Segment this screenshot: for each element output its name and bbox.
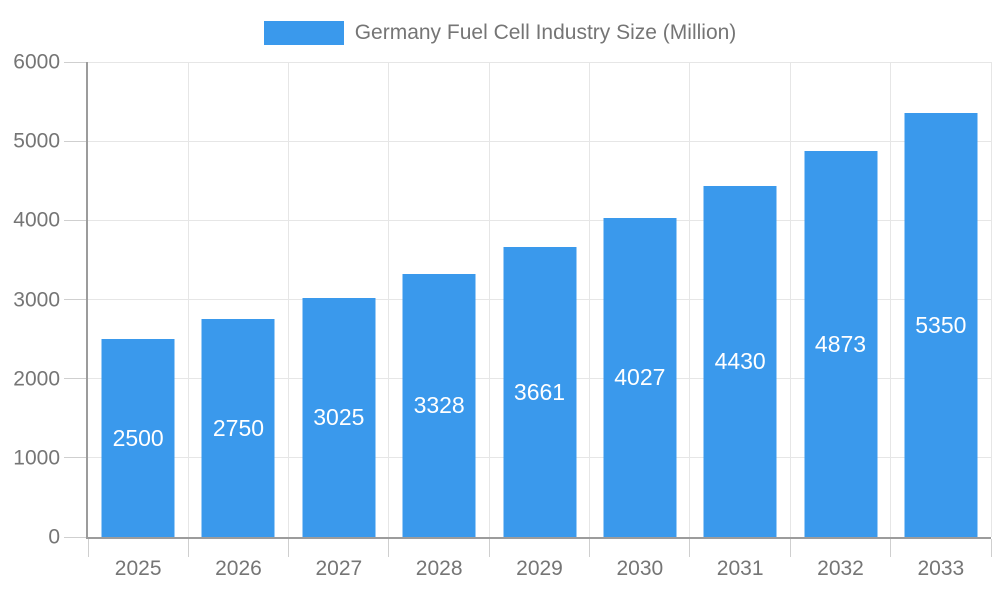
y-axis-label: 5000 [13,129,60,153]
y-tick-mark [64,61,86,63]
x-axis-label: 2026 [215,557,262,580]
bar-2032[interactable]: 4873 [804,151,877,537]
y-axis-label: 1000 [13,446,60,470]
y-tick-mark [64,219,86,221]
bar-value-label: 4873 [814,330,867,357]
y-axis-label: 6000 [13,50,60,74]
bar-value-label: 2500 [112,424,164,451]
bar-2031[interactable]: 4430 [703,186,777,537]
x-tick-mark [789,539,791,557]
x-axis-label: 2032 [817,557,864,580]
v-gridline [589,62,591,537]
v-gridline [488,62,490,537]
bar-2033[interactable]: 5350 [904,113,978,537]
v-gridline [388,62,390,537]
x-axis-label: 2030 [616,557,664,580]
x-tick-mark [187,539,189,557]
h-gridline [88,219,991,221]
v-gridline [288,62,290,537]
x-axis-label: 2028 [415,557,463,580]
y-tick-mark [64,378,86,380]
y-tick-mark [64,299,86,300]
y-axis-label: 0 [48,525,60,549]
bar-2027[interactable]: 3025 [302,297,376,537]
bar-value-label: 4430 [714,348,766,375]
x-tick-mark [388,539,390,557]
v-gridline [890,62,892,537]
legend[interactable]: Germany Fuel Cell Industry Size (Million… [0,20,1000,46]
bar-value-label: 5350 [915,311,967,338]
v-gridline [789,62,791,537]
y-tick-mark [64,536,86,538]
bar-2030[interactable]: 4027 [603,218,677,537]
y-tick-mark [64,457,86,459]
y-axis-label: 2000 [13,367,60,391]
bar-value-label: 3025 [313,403,365,430]
x-tick-mark [488,539,490,557]
x-tick-mark [288,539,290,557]
y-axis-label: 3000 [13,288,60,311]
bar-value-label: 3328 [413,391,465,418]
h-gridline [88,61,991,63]
x-axis-label: 2029 [516,557,563,580]
bar-2028[interactable]: 3328 [402,273,476,537]
x-tick-mark [990,539,992,557]
x-tick-mark [87,539,89,557]
x-axis-label: 2033 [917,557,965,580]
bar-2025[interactable]: 2500 [101,339,175,537]
bar-2029[interactable]: 3661 [503,247,576,537]
plot-area: 0 1000 2000 3000 4000 5000 6000 2500 2025 2750 202… [13,52,992,580]
x-tick-mark [589,539,591,557]
y-tick-mark [64,140,86,142]
x-tick-mark [890,539,892,557]
bar-value-label: 3661 [513,378,566,405]
h-gridline [88,140,991,142]
legend-swatch [263,21,344,45]
legend-label: Germany Fuel Cell Industry Size (Million… [354,21,737,44]
x-tick-mark [689,539,691,557]
v-gridline [187,62,189,537]
y-axis-label: 4000 [13,208,60,232]
v-gridline [689,62,691,537]
v-gridline [990,62,992,537]
bar-2026[interactable]: 2750 [201,319,275,537]
x-axis-label: 2031 [716,557,764,580]
bar-value-label: 2750 [212,414,265,441]
x-axis-label: 2025 [114,557,162,580]
x-axis-label: 2027 [315,557,363,580]
bar-value-label: 4027 [614,364,666,391]
